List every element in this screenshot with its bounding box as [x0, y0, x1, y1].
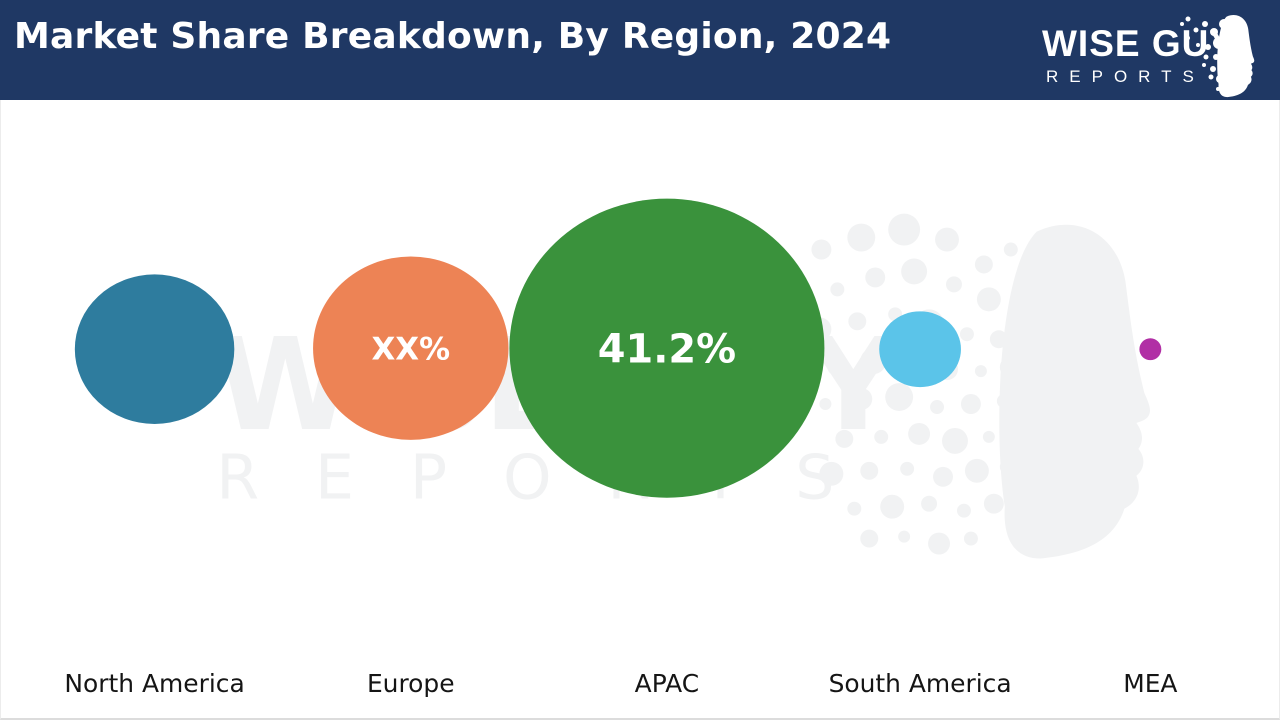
category-label-mea: MEA [1123, 669, 1177, 698]
category-label-row: North America Europe APAC South America MEA [64, 669, 1177, 698]
category-label-europe: Europe [367, 669, 455, 698]
brand-wordmark-sub: REPORTS [1046, 67, 1205, 86]
category-label-north-america: North America [64, 669, 244, 698]
bubble-value-apac: 41.2% [598, 327, 736, 373]
bubble-apac [509, 198, 825, 498]
category-label-south-america: South America [829, 669, 1012, 698]
watermark-reports: REPORTS [216, 442, 890, 514]
bubble-south-america [879, 311, 961, 388]
brand-head-icon [1180, 15, 1255, 98]
chart-area: WISE GUY REPORTS [0, 100, 1280, 720]
bubble-north-america [74, 274, 235, 424]
category-label-apac: APAC [635, 669, 699, 698]
brand-logo: WISE GUY REPORTS [1042, 15, 1255, 98]
bubble-value-europe: XX% [371, 331, 450, 367]
page-title: Market Share Breakdown, By Region, 2024 [14, 16, 892, 57]
brand-wordmark: WISE GUY [1042, 23, 1235, 64]
bubble-chart: WISE GUY REPORTS [64, 198, 1177, 698]
bubble-mea [1139, 338, 1162, 361]
header-bar: Market Share Breakdown, By Region, 2024 … [0, 0, 1280, 100]
watermark-head-icon [807, 213, 1150, 559]
bubble-europe [313, 256, 509, 440]
bubble-layer: XX% 41.2% [74, 198, 1162, 498]
